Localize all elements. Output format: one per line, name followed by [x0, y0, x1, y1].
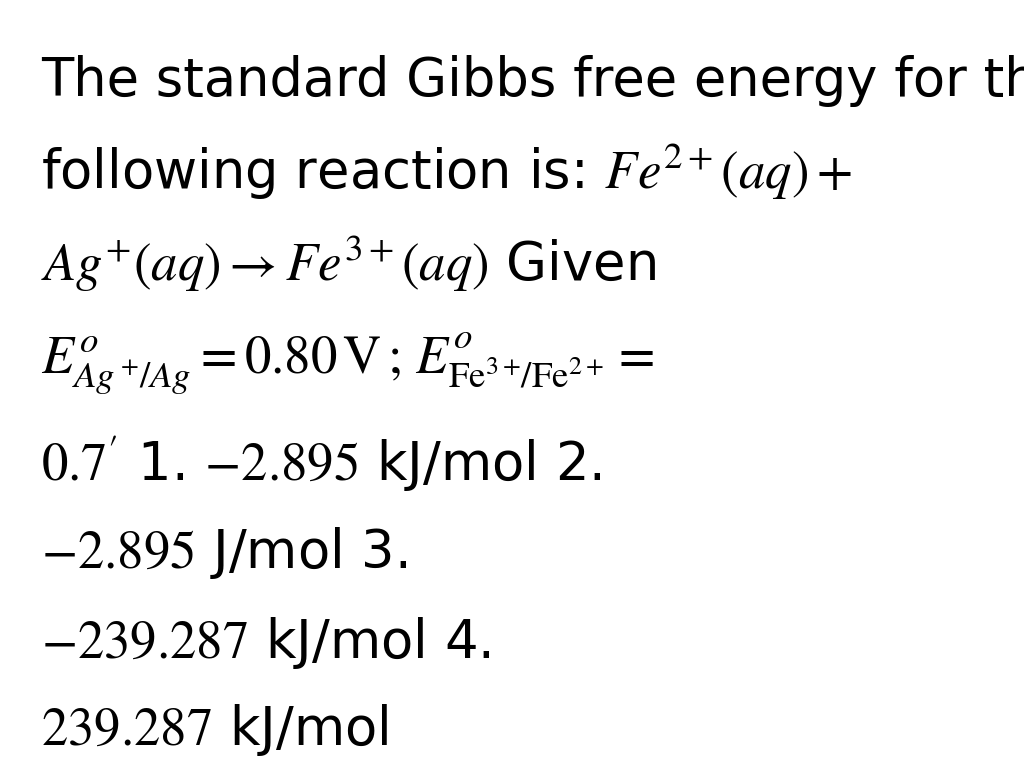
Text: $-239.287$ kJ/mol 4.: $-239.287$ kJ/mol 4. — [41, 615, 490, 671]
Text: The standard Gibbs free energy for the: The standard Gibbs free energy for the — [41, 55, 1024, 107]
Text: $239.287$ kJ/mol: $239.287$ kJ/mol — [41, 703, 388, 758]
Text: $-2.895$ J/mol 3.: $-2.895$ J/mol 3. — [41, 525, 408, 581]
Text: $0.7'$ 1. $-2.895$ kJ/mol 2.: $0.7'$ 1. $-2.895$ kJ/mol 2. — [41, 434, 602, 494]
Text: $E^{o}_{Ag^+\!/Ag}=0.80\,\mathrm{V}\,;\,E^{o}_{\mathrm{Fe}^{3+}\!/\mathrm{Fe}^{2: $E^{o}_{Ag^+\!/Ag}=0.80\,\mathrm{V}\,;\,… — [41, 330, 654, 397]
Text: following reaction is: $Fe^{2+}(aq)+$: following reaction is: $Fe^{2+}(aq)+$ — [41, 142, 852, 203]
Text: $Ag^{+}(aq)\rightarrow Fe^{3+}(aq)$ Given: $Ag^{+}(aq)\rightarrow Fe^{3+}(aq)$ Give… — [41, 233, 656, 294]
